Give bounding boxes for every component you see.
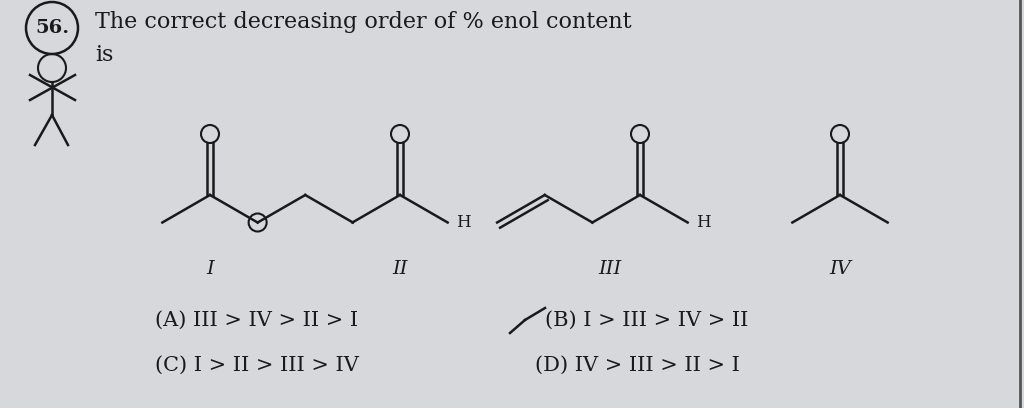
Text: The correct decreasing order of % enol content: The correct decreasing order of % enol c… [95,11,632,33]
Text: 56.: 56. [35,19,69,37]
Text: II: II [392,260,408,278]
Text: IV: IV [829,260,851,278]
Text: (B) I > III > IV > II: (B) I > III > IV > II [545,310,749,330]
Text: III: III [598,260,622,278]
Text: (A) III > IV > II > I: (A) III > IV > II > I [155,310,358,330]
Text: is: is [95,44,114,66]
Text: I: I [206,260,214,278]
Text: (D) IV > III > II > I: (D) IV > III > II > I [535,355,740,375]
Text: H: H [456,214,470,231]
Text: H: H [695,214,711,231]
Text: (C) I > II > III > IV: (C) I > II > III > IV [155,355,358,375]
